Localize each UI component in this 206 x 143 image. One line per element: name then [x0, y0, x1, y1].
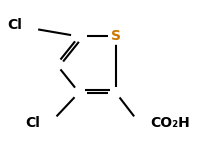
Text: S: S	[110, 29, 120, 43]
Text: Cl: Cl	[7, 18, 22, 32]
Text: CO₂H: CO₂H	[150, 116, 189, 130]
Text: Cl: Cl	[25, 116, 40, 130]
